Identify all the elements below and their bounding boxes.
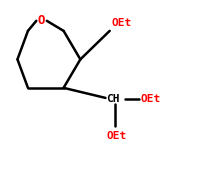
Text: CH: CH: [107, 94, 120, 104]
Text: O: O: [38, 14, 45, 27]
Text: OEt: OEt: [107, 131, 127, 141]
Text: OEt: OEt: [112, 18, 132, 28]
Text: OEt: OEt: [140, 94, 160, 104]
